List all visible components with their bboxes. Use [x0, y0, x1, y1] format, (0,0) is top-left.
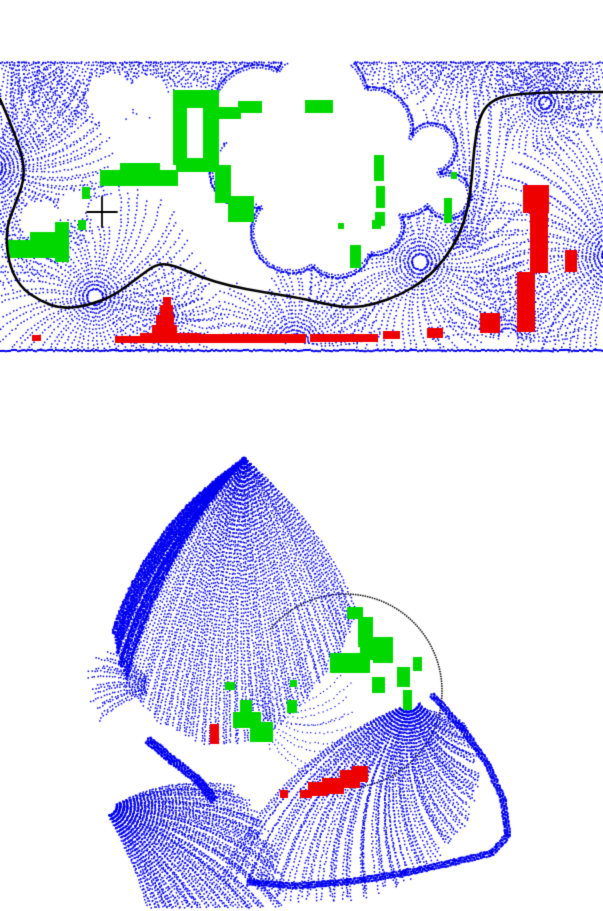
field-line-plot-canvas — [0, 0, 603, 911]
field-line-figure — [0, 0, 603, 911]
